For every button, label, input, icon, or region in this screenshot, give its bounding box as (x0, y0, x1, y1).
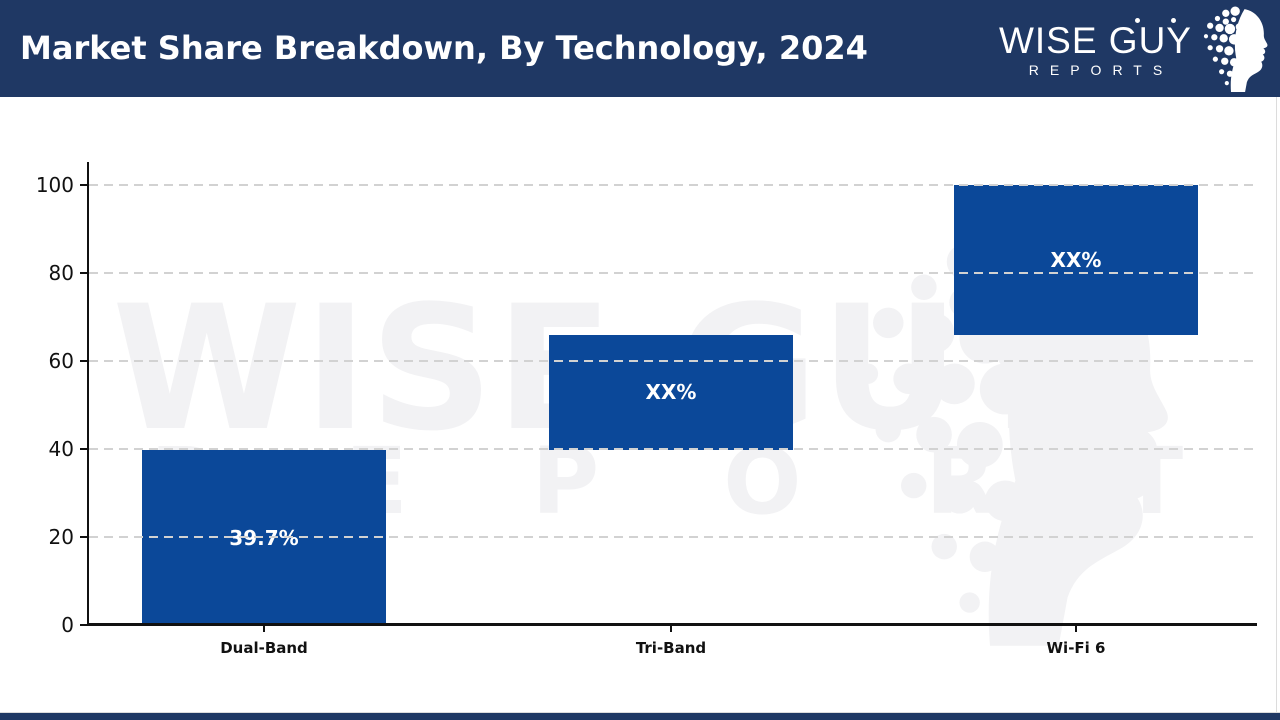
page-title: Market Share Breakdown, By Technology, 2… (20, 29, 868, 67)
gridline (89, 272, 1253, 274)
y-tick-mark (80, 272, 87, 274)
logo-accent-dot (1171, 17, 1176, 23)
x-tick-mark (1075, 625, 1077, 632)
y-tick-label: 100 (35, 173, 74, 197)
y-tick-label: 0 (61, 613, 74, 637)
y-tick-label: 60 (48, 349, 74, 373)
x-tick-mark (263, 625, 265, 632)
y-tick-mark (80, 624, 87, 626)
bar-wi-fi-6: XX% (954, 185, 1198, 335)
y-tick-label: 40 (48, 437, 74, 461)
bottom-hairline (0, 712, 1280, 713)
gridline (89, 448, 1253, 450)
x-tick-label: Dual-Band (220, 639, 308, 657)
y-axis-line (87, 162, 89, 625)
bar-value-label: XX% (645, 380, 697, 405)
header-bar: Market Share Breakdown, By Technology, 2… (0, 0, 1280, 97)
gridline (89, 536, 1253, 538)
y-tick-mark (80, 184, 87, 186)
gridline (89, 184, 1253, 186)
brand-logo-subtitle: REPORTS (1028, 61, 1174, 78)
brand-logo: WISE GUY REPORTS (999, 6, 1268, 92)
brand-logo-text: WISE GUY REPORTS (998, 17, 1192, 78)
y-tick-mark (80, 360, 87, 362)
gridline (89, 360, 1253, 362)
brand-head-icon (1203, 6, 1268, 92)
y-tick-mark (80, 448, 87, 450)
y-tick-mark (80, 536, 87, 538)
x-tick-label: Tri-Band (635, 639, 707, 657)
bar-tri-band: XX% (549, 334, 793, 451)
x-tick-label: Wi-Fi 6 (1046, 639, 1106, 657)
right-hairline (1276, 97, 1277, 712)
x-tick-mark (670, 625, 672, 632)
brand-logo-name: WISE GUY (998, 19, 1192, 61)
footer-bar (0, 713, 1280, 720)
x-axis-line (87, 623, 1257, 626)
y-tick-label: 20 (48, 525, 74, 549)
y-tick-label: 80 (48, 261, 74, 285)
logo-accent-dot (1135, 17, 1140, 23)
bar-value-label: XX% (1050, 247, 1102, 272)
